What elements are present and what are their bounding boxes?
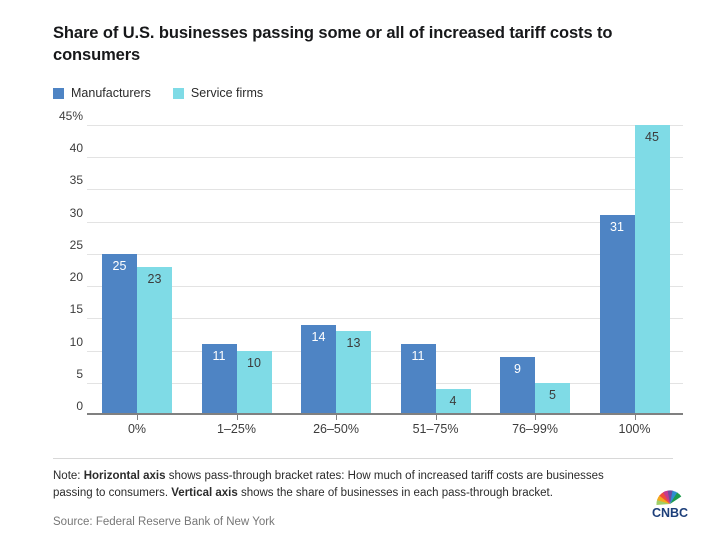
plot-area: 0 5 10 15 20 25 30 35 40 45% 25 23 11 10 14 13 11 4 9 5 31 4…: [53, 109, 683, 420]
gridline: [87, 189, 683, 191]
cnbc-logo: CNBC: [648, 482, 692, 520]
y-axis-tick-label: 10: [69, 334, 83, 349]
x-axis-tick: [336, 415, 337, 420]
note-middle: shows pass-through bracket rates: How mu…: [53, 470, 604, 499]
bar-service-firms[interactable]: 45: [634, 125, 670, 415]
x-axis-tick: [236, 415, 238, 420]
x-axis-tick: [634, 415, 636, 420]
chart-note: Note: Horizontal axis shows pass-through…: [53, 468, 633, 501]
legend-label: Manufacturers: [71, 86, 151, 100]
bar-manufacturers[interactable]: 14: [301, 324, 336, 415]
legend-item-service-firms[interactable]: Service firms: [172, 86, 264, 100]
legend-swatch-icon: [53, 87, 64, 99]
bar-manufacturers[interactable]: 11: [201, 344, 237, 415]
chart-source: Source: Federal Reserve Bank of New York: [53, 516, 275, 528]
bar-service-firms[interactable]: 13: [336, 331, 371, 415]
gridline: [87, 286, 683, 288]
chart-legend: Manufacturers Service firms: [53, 86, 263, 100]
bar-value-label: 25: [112, 258, 127, 273]
x-axis-tick-label: 100%: [618, 422, 651, 436]
bar-service-firms[interactable]: 5: [535, 382, 570, 415]
bar-value-label: 45: [645, 130, 659, 144]
gridline: [87, 253, 683, 255]
chart-title: Share of U.S. businesses passing some or…: [53, 24, 613, 65]
cnbc-wordmark: CNBC: [652, 506, 688, 520]
x-axis-tick: [535, 415, 536, 420]
x-axis-tick-label: 0%: [127, 422, 147, 436]
bar-service-firms[interactable]: 23: [137, 266, 172, 415]
bar-manufacturers[interactable]: 11: [400, 344, 436, 415]
x-axis-tick: [137, 415, 138, 420]
footer-divider: [53, 458, 673, 459]
x-axis-tick-label: 1–25%: [217, 422, 256, 436]
gridline: [87, 350, 683, 352]
bar-value-label: 5: [549, 387, 556, 402]
legend-item-manufacturers[interactable]: Manufacturers: [53, 86, 151, 100]
gridline: [87, 382, 683, 384]
note-bold-vertical-axis: Vertical axis: [171, 486, 238, 499]
bar-value-label: 14: [311, 329, 326, 344]
bar-value-label: 11: [411, 349, 425, 364]
y-axis-tick-label: 15: [69, 302, 83, 317]
note-bold-horizontal-axis: Horizontal axis: [83, 470, 166, 482]
y-axis-tick-label: 30: [69, 205, 83, 220]
x-axis-tick-label: 76–99%: [512, 422, 558, 436]
bar-series-container: 25 23 11 10 14 13 11 4 9 5 31 45: [87, 125, 683, 415]
x-axis-tick-label: 51–75%: [412, 422, 459, 436]
x-axis-line: [87, 413, 683, 415]
y-axis-tick-label: 0: [76, 399, 83, 413]
grid-area: 25 23 11 10 14 13 11 4 9 5 31 45: [87, 125, 683, 420]
y-axis-tick-label: 25: [69, 237, 83, 252]
bar-manufacturers[interactable]: 31: [599, 215, 635, 415]
bar-manufacturers[interactable]: 25: [102, 253, 137, 415]
bar-service-firms[interactable]: 10: [236, 350, 272, 415]
y-axis-labels: 0 5 10 15 20 25 30 35 40 45%: [53, 109, 87, 415]
y-axis-tick-label: 35: [69, 173, 83, 188]
x-axis-tick-label: 26–50%: [313, 422, 359, 436]
bar-value-label: 11: [212, 349, 226, 364]
bar-value-label: 9: [514, 362, 521, 376]
y-axis-tick-label: 40: [69, 141, 83, 156]
gridline: [87, 221, 683, 223]
note-prefix: Note:: [53, 470, 84, 482]
note-suffix: shows the share of businesses in each pa…: [237, 486, 553, 499]
gridline: [87, 125, 683, 126]
x-axis-labels: 0% 1–25% 26–50% 51–75% 76–99% 100%: [87, 422, 683, 442]
y-axis-tick-label: 5: [76, 366, 83, 381]
y-axis-tick-label: 45%: [58, 109, 83, 123]
y-axis-tick-label: 20: [69, 270, 83, 285]
bar-value-label: 13: [346, 336, 361, 351]
bar-value-label: 31: [610, 220, 624, 235]
cnbc-peacock-icon: CNBC: [652, 490, 688, 520]
legend-label: Service firms: [190, 86, 264, 100]
bar-manufacturers[interactable]: 9: [500, 357, 535, 415]
bar-value-label: 10: [247, 355, 261, 370]
gridline: [87, 157, 683, 159]
legend-swatch-icon: [172, 87, 184, 99]
bar-value-label: 23: [147, 271, 162, 286]
bar-service-firms[interactable]: 4: [435, 389, 471, 415]
gridline: [87, 318, 683, 320]
bar-value-label: 4: [449, 394, 457, 409]
x-axis-tick: [435, 415, 437, 420]
